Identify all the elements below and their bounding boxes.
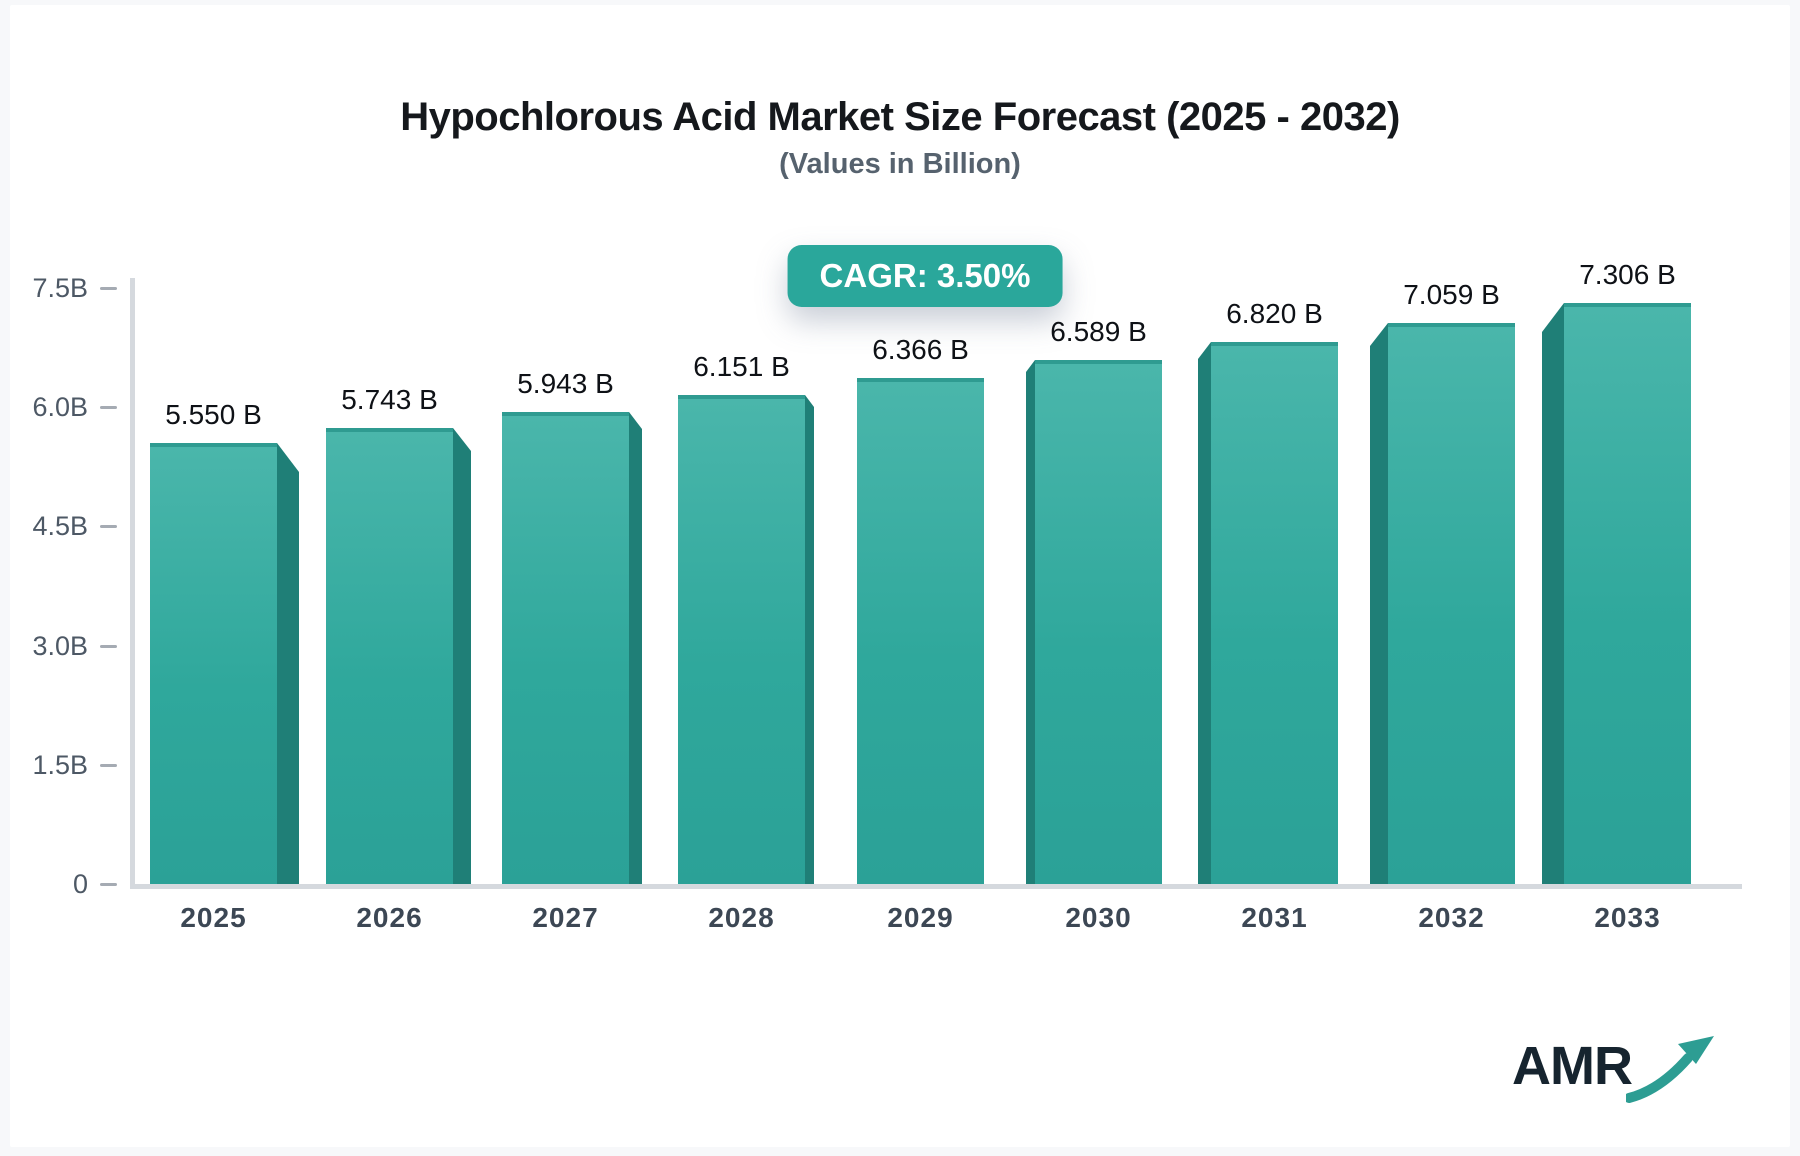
bar-value-label: 6.589 B [1050,316,1147,347]
bar-value-label: 6.366 B [872,334,969,365]
y-tick-label: 4.5B [32,511,88,542]
bar-2029 [857,378,984,884]
x-axis-category-label: 2032 [1418,902,1485,933]
y-tick-dash [100,525,117,529]
bar-value-label: 5.943 B [517,368,614,399]
bar-value-label: 5.550 B [165,399,262,430]
y-tick-dash [100,406,117,410]
bar-side-face-2031 [1198,342,1211,884]
bar-side-face-2032 [1370,323,1388,884]
x-axis-category-label: 2029 [887,902,954,933]
bar-value-label: 7.059 B [1403,279,1500,310]
bar-value-label: 6.820 B [1226,298,1323,329]
x-axis-category-label: 2025 [180,902,247,933]
amr-logo: AMR [1512,1028,1718,1104]
bar-side-face-2025 [277,443,299,884]
bar-2026 [326,428,453,884]
x-axis-category-label: 2027 [532,902,599,933]
bar-2033 [1564,303,1691,884]
y-tick-label: 0 [72,869,88,899]
y-tick-dash [100,644,117,648]
chart-title: Hypochlorous Acid Market Size Forecast (… [400,95,1400,139]
y-tick-label: 3.0B [32,630,88,661]
bar-side-face-2033 [1542,303,1564,884]
bar-2025 [150,443,277,884]
bar-2028 [678,395,805,884]
x-axis-category-label: 2026 [356,902,423,933]
bar-2030 [1035,360,1162,884]
y-tick-label: 6.0B [32,392,88,423]
y-tick-dash [100,883,117,886]
x-axis-category-label: 2030 [1065,902,1132,933]
y-tick-label: 7.5B [32,273,88,303]
bar-side-face-2028 [805,395,814,884]
x-axis-category-label: 2028 [708,902,775,933]
cagr-badge: CAGR: 3.50% [787,245,1063,307]
growth-arrow-icon [1626,1036,1714,1103]
bar-value-label: 7.306 B [1579,259,1676,290]
bar-side-face-2027 [629,412,642,884]
bar-2027 [502,412,629,884]
bar-value-label: 5.743 B [341,384,438,415]
y-tick-label: 1.5B [32,749,88,780]
bar-value-label: 6.151 B [693,351,790,382]
y-axis-line [130,278,135,889]
chart-subtitle: (Values in Billion) [779,148,1021,180]
x-axis-category-label: 2033 [1594,902,1661,933]
bar-2031 [1211,342,1338,884]
y-tick-dash [100,287,117,290]
y-tick-dash [100,763,117,767]
amr-logo-text: AMR [1512,1036,1633,1096]
x-axis-line [130,884,1742,889]
bar-side-face-2026 [453,428,471,884]
bar-2032 [1388,323,1515,884]
x-axis-category-label: 2031 [1241,902,1308,933]
bar-side-face-2030 [1026,360,1035,884]
